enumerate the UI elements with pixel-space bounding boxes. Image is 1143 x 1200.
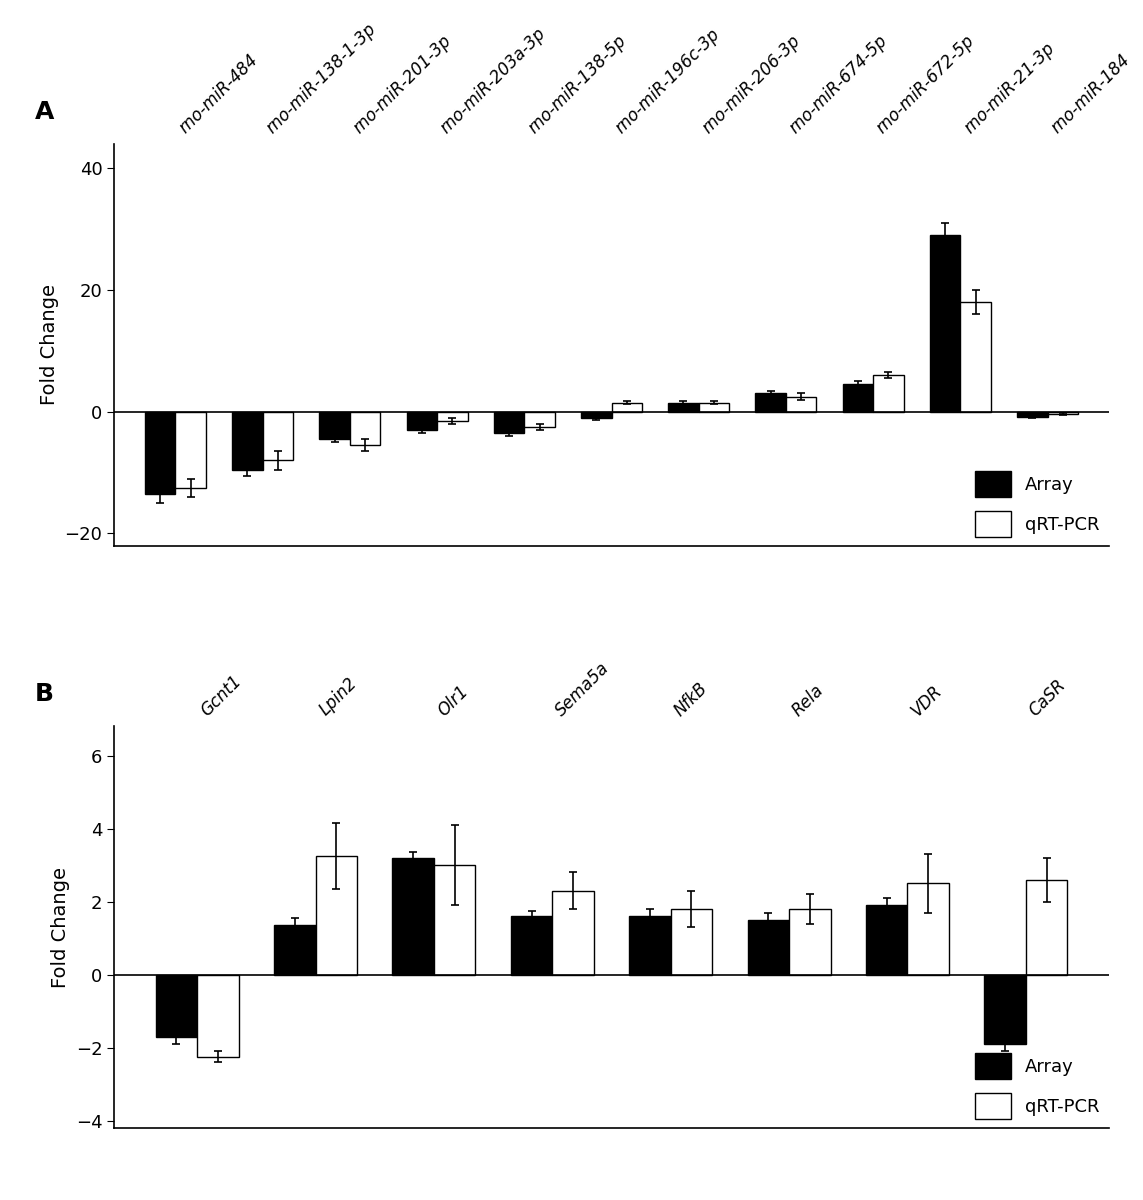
- Bar: [175, 412, 206, 488]
- Bar: [1048, 412, 1078, 414]
- Bar: [842, 384, 873, 412]
- Y-axis label: Fold Change: Fold Change: [51, 866, 71, 988]
- Text: NfkB: NfkB: [671, 679, 711, 720]
- Text: A: A: [34, 100, 54, 124]
- Bar: [155, 974, 198, 1037]
- Y-axis label: Fold Change: Fold Change: [40, 284, 59, 406]
- Text: CaSR: CaSR: [1026, 676, 1070, 720]
- Bar: [145, 412, 175, 494]
- Text: rno-miR-138-5p: rno-miR-138-5p: [525, 31, 630, 137]
- Bar: [786, 396, 816, 412]
- Text: Rela: Rela: [789, 680, 828, 720]
- Text: rno-miR-672-5p: rno-miR-672-5p: [873, 31, 978, 137]
- Bar: [511, 917, 552, 974]
- Bar: [525, 412, 554, 427]
- Text: Gcnt1: Gcnt1: [198, 672, 245, 720]
- Bar: [748, 920, 789, 974]
- Bar: [232, 412, 263, 469]
- Text: B: B: [34, 683, 54, 707]
- Legend: Array, qRT-PCR: Array, qRT-PCR: [975, 1054, 1100, 1118]
- Bar: [612, 403, 642, 412]
- Bar: [866, 905, 908, 974]
- Bar: [789, 908, 831, 974]
- Text: rno-miR-21-3p: rno-miR-21-3p: [960, 40, 1058, 137]
- Bar: [198, 974, 239, 1057]
- Text: rno-miR-196c-3p: rno-miR-196c-3p: [612, 25, 724, 137]
- Bar: [392, 858, 434, 974]
- Bar: [873, 376, 904, 412]
- Bar: [407, 412, 437, 430]
- Bar: [1017, 412, 1048, 416]
- Bar: [350, 412, 381, 445]
- Legend: Array, qRT-PCR: Array, qRT-PCR: [975, 472, 1100, 536]
- Text: rno-miR-201-3p: rno-miR-201-3p: [350, 31, 455, 137]
- Bar: [263, 412, 293, 461]
- Bar: [930, 235, 960, 412]
- Bar: [908, 883, 949, 974]
- Text: Olr1: Olr1: [434, 682, 472, 720]
- Text: VDR: VDR: [908, 682, 945, 720]
- Bar: [671, 908, 712, 974]
- Bar: [552, 890, 593, 974]
- Text: rno-miR-206-3p: rno-miR-206-3p: [698, 31, 804, 137]
- Bar: [434, 865, 475, 974]
- Bar: [960, 302, 991, 412]
- Bar: [698, 403, 729, 412]
- Bar: [581, 412, 612, 418]
- Text: rno-miR-203a-3p: rno-miR-203a-3p: [437, 24, 550, 137]
- Text: Lpin2: Lpin2: [315, 674, 360, 720]
- Text: Sema5a: Sema5a: [552, 659, 613, 720]
- Bar: [494, 412, 525, 433]
- Text: rno-miR-184: rno-miR-184: [1048, 50, 1134, 137]
- Bar: [756, 394, 786, 412]
- Bar: [319, 412, 350, 439]
- Bar: [274, 925, 315, 974]
- Text: rno-miR-674-5p: rno-miR-674-5p: [786, 31, 892, 137]
- Text: rno-miR-138-1-3p: rno-miR-138-1-3p: [263, 20, 379, 137]
- Bar: [437, 412, 467, 421]
- Bar: [315, 856, 357, 974]
- Text: rno-miR-484: rno-miR-484: [175, 50, 262, 137]
- Bar: [630, 917, 671, 974]
- Bar: [984, 974, 1026, 1044]
- Bar: [669, 403, 698, 412]
- Bar: [1026, 880, 1068, 974]
